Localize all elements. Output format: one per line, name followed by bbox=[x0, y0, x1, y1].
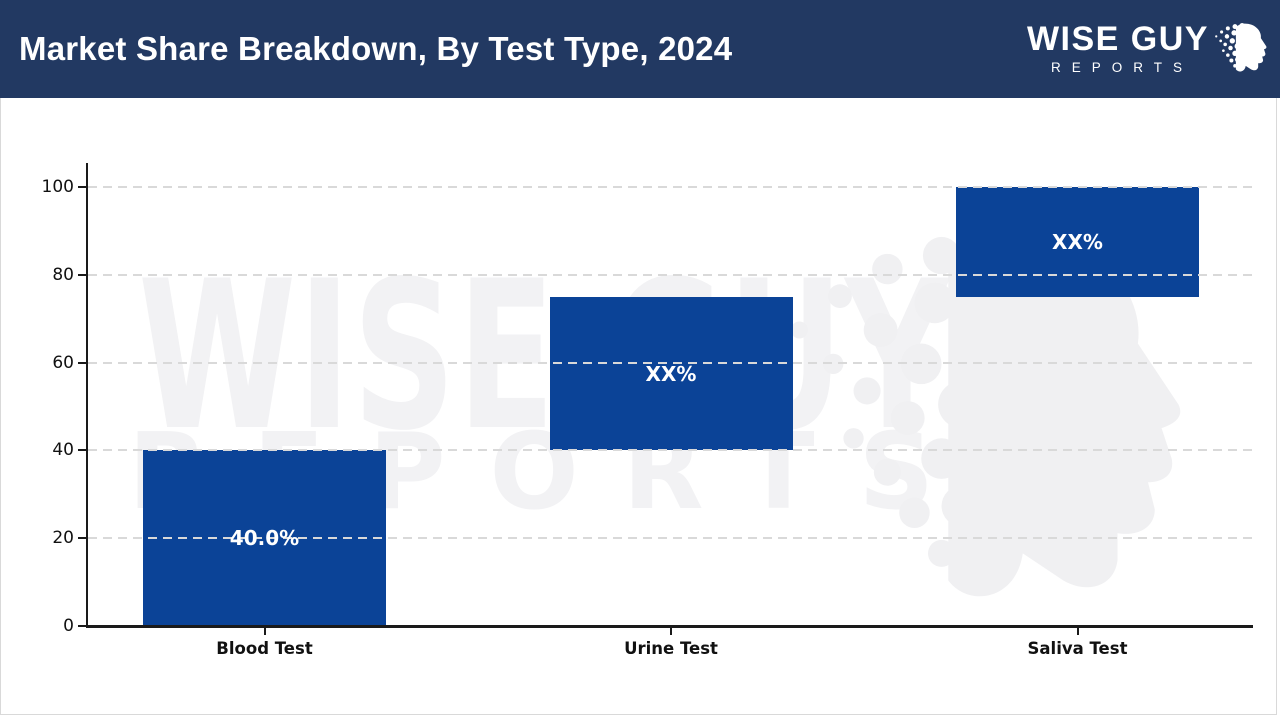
bar-value-label: XX% bbox=[645, 361, 697, 386]
header-bar: Market Share Breakdown, By Test Type, 20… bbox=[0, 0, 1280, 98]
x-axis-line bbox=[86, 625, 1253, 628]
bar-value-label: 40.0% bbox=[229, 526, 300, 551]
x-tick-mark bbox=[263, 627, 266, 635]
bar-urine-test bbox=[549, 296, 793, 451]
x-category-label: Blood Test bbox=[216, 639, 313, 658]
y-tick-mark bbox=[78, 186, 86, 188]
x-tick-mark bbox=[1076, 627, 1079, 635]
y-gridline bbox=[88, 273, 1253, 276]
x-tick-mark bbox=[670, 627, 672, 635]
y-gridline bbox=[88, 186, 1253, 188]
bar-saliva-test bbox=[956, 187, 1199, 297]
chart-title: Market Share Breakdown, By Test Type, 20… bbox=[19, 30, 733, 67]
y-tick-label: 20 bbox=[52, 528, 74, 549]
logo-wordmark: WISE GUY bbox=[1026, 19, 1209, 58]
y-axis-line bbox=[86, 163, 88, 627]
logo-face-icon bbox=[1215, 23, 1267, 72]
y-gridline bbox=[88, 537, 1253, 540]
wise-guy-reports-logo: WISE GUY REPORTS bbox=[1027, 9, 1268, 87]
y-tick-label: 0 bbox=[63, 616, 74, 636]
x-category-label: Urine Test bbox=[624, 639, 718, 658]
y-tick-label: 80 bbox=[52, 264, 74, 285]
x-category-label: Saliva Test bbox=[1027, 639, 1128, 658]
y-gridline bbox=[88, 361, 1253, 364]
y-tick-label: 60 bbox=[52, 352, 74, 373]
y-tick-mark bbox=[78, 361, 86, 364]
y-tick-label: 40 bbox=[52, 440, 74, 461]
y-tick-mark bbox=[78, 273, 86, 276]
watermark-wordmark: WISE GUY bbox=[138, 238, 951, 476]
y-tick-mark bbox=[78, 625, 86, 627]
y-tick-label: 100 bbox=[41, 177, 74, 197]
y-tick-mark bbox=[78, 449, 86, 452]
y-tick-mark bbox=[78, 537, 86, 540]
bar-value-label: XX% bbox=[1052, 229, 1103, 254]
y-gridline bbox=[88, 449, 1253, 452]
logo-subtitle: REPORTS bbox=[1050, 59, 1193, 75]
